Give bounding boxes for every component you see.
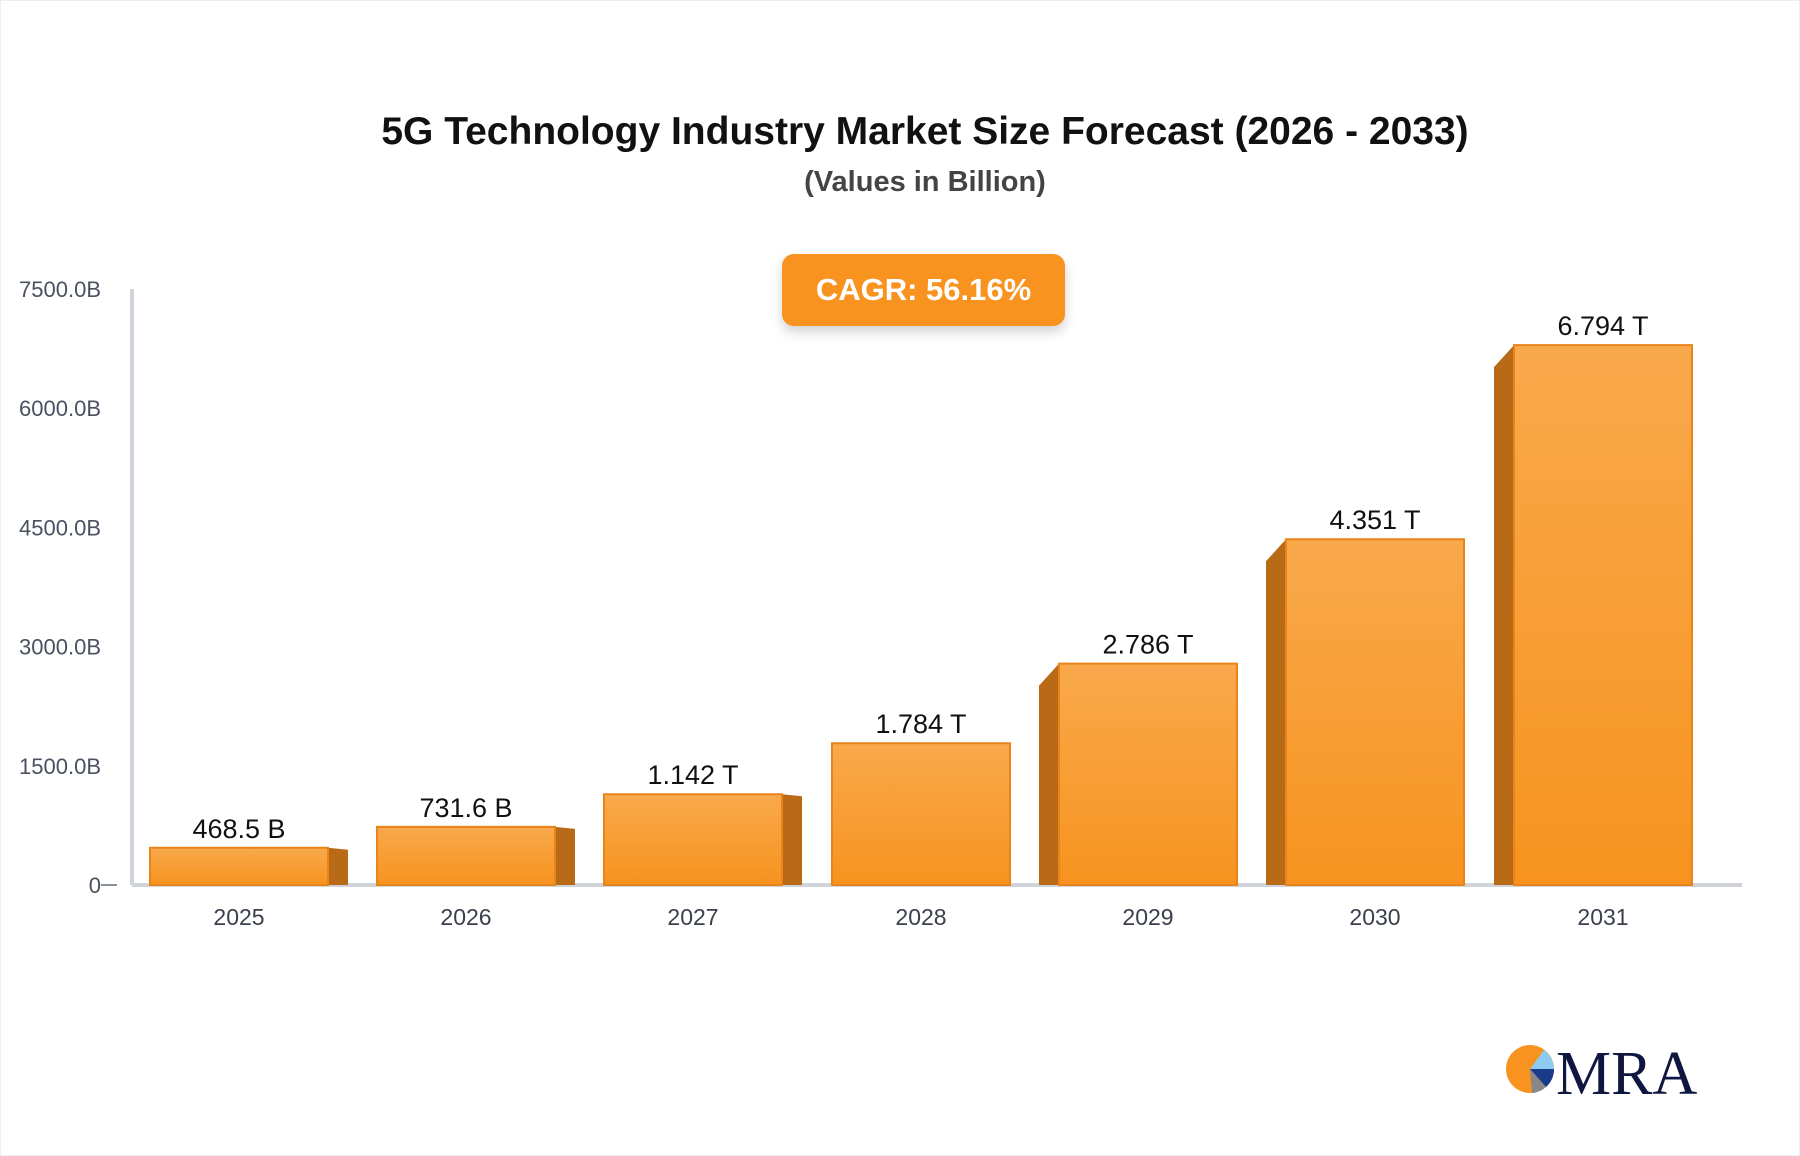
bar-side xyxy=(782,794,802,885)
x-tick-label: 2028 xyxy=(895,904,946,930)
x-tick-label: 2030 xyxy=(1349,904,1400,930)
x-tick-label: 2026 xyxy=(440,904,491,930)
bar xyxy=(603,793,783,887)
x-tick-label: 2029 xyxy=(1122,904,1173,930)
bar xyxy=(1513,344,1693,886)
data-label: 1.142 T xyxy=(647,760,738,790)
data-label: 2.786 T xyxy=(1102,630,1193,660)
data-label: 1.784 T xyxy=(875,709,966,739)
mra-logo: MRA xyxy=(1504,1038,1704,1100)
cagr-badge: CAGR: 56.16% xyxy=(782,254,1065,326)
bar xyxy=(376,825,556,886)
x-tick-label: 2027 xyxy=(667,904,718,930)
bar xyxy=(1058,662,1238,887)
logo-text: MRA xyxy=(1556,1040,1697,1100)
bar xyxy=(149,846,329,886)
x-tick-label: 2025 xyxy=(213,904,264,930)
bar xyxy=(831,742,1011,886)
data-label: 731.6 B xyxy=(419,793,512,823)
bar-side xyxy=(1266,539,1286,885)
bar-side xyxy=(1494,345,1514,885)
y-tick-label: 4500.0B xyxy=(19,515,101,540)
y-tick-label: 6000.0B xyxy=(19,396,101,421)
bar-side xyxy=(1039,663,1059,885)
y-tick-label: 0 xyxy=(89,873,101,898)
data-label: 468.5 B xyxy=(192,814,285,844)
bar-side xyxy=(328,847,348,885)
chart-subtitle: (Values in Billion) xyxy=(804,166,1046,198)
y-tick-label: 1500.0B xyxy=(19,754,101,779)
chart-title: 5G Technology Industry Market Size Forec… xyxy=(381,110,1469,153)
bar xyxy=(1285,538,1465,886)
y-tick-label: 3000.0B xyxy=(19,635,101,660)
x-tick-label: 2031 xyxy=(1577,904,1628,930)
bar-side xyxy=(555,826,575,885)
y-tick-label: 7500.0B xyxy=(19,277,101,302)
data-label: 4.351 T xyxy=(1329,505,1420,535)
data-label: 6.794 T xyxy=(1557,311,1648,341)
